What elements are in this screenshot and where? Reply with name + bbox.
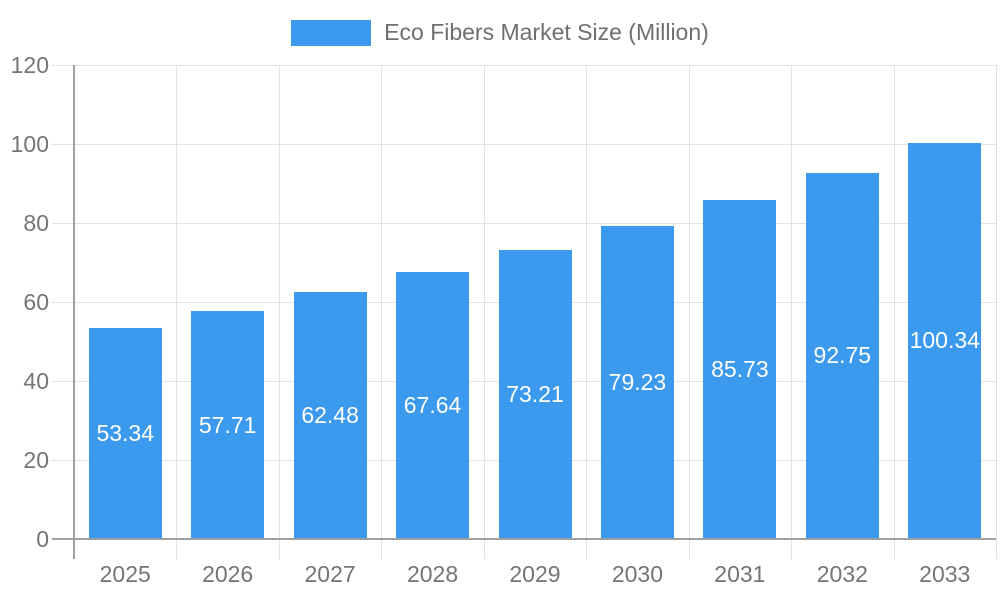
- bar[interactable]: 57.71: [191, 311, 265, 539]
- y-axis-tick-label: 80: [23, 210, 49, 236]
- bar-value-label: 57.71: [198, 411, 257, 438]
- bar-value-label: 79.23: [608, 369, 667, 395]
- bar[interactable]: 85.73: [703, 200, 777, 539]
- x-axis-tick-label: 2031: [714, 561, 766, 587]
- bar-value-label: 73.21: [506, 380, 564, 407]
- y-gridline: [52, 65, 996, 66]
- legend-swatch-icon: [291, 19, 372, 46]
- x-gridline: [381, 65, 383, 559]
- x-axis-tick-label: 2029: [509, 561, 561, 587]
- bar-value-label: 100.34: [909, 327, 980, 354]
- x-gridline: [176, 65, 178, 559]
- x-gridline: [483, 65, 485, 559]
- bar-value-label: 67.64: [403, 391, 462, 418]
- x-axis-line: [52, 538, 996, 540]
- x-gridline: [996, 65, 997, 559]
- x-gridline: [586, 65, 588, 559]
- x-gridline: [791, 65, 793, 559]
- y-axis-tick-label: 40: [23, 368, 49, 394]
- x-gridline: [278, 65, 280, 559]
- x-axis-tick-label: 2025: [99, 561, 151, 587]
- x-gridline: [893, 65, 895, 559]
- bar-value-label: 92.75: [813, 342, 872, 369]
- bar[interactable]: 53.34: [88, 328, 162, 539]
- x-axis-tick-label: 2032: [816, 561, 868, 587]
- y-axis-tick-label: 120: [10, 52, 49, 78]
- bar-value-label: 53.34: [96, 420, 154, 447]
- y-axis-line: [73, 65, 75, 559]
- bar[interactable]: 62.48: [293, 292, 367, 539]
- bar[interactable]: 100.34: [908, 142, 982, 539]
- bar[interactable]: 67.64: [396, 271, 470, 539]
- legend-label: Eco Fibers Market Size (Million): [384, 19, 709, 45]
- bar[interactable]: 73.21: [498, 249, 572, 539]
- bar[interactable]: 79.23: [600, 226, 674, 539]
- y-gridline: [52, 223, 996, 224]
- y-gridline: [52, 144, 996, 145]
- x-axis-tick-label: 2033: [919, 561, 971, 587]
- x-axis-tick-label: 2030: [611, 561, 664, 587]
- y-axis-tick-label: 20: [23, 447, 49, 473]
- bar-value-label: 85.73: [711, 356, 769, 383]
- legend-item[interactable]: Eco Fibers Market Size (Million): [291, 19, 709, 46]
- x-axis-tick-label: 2027: [304, 561, 356, 587]
- x-axis-tick-label: 2026: [202, 561, 254, 587]
- y-axis-tick-label: 0: [36, 526, 49, 552]
- y-axis-tick-label: 60: [23, 289, 49, 315]
- bar-value-label: 62.48: [301, 402, 359, 429]
- x-axis-tick-label: 2028: [406, 561, 459, 587]
- y-axis-tick-label: 100: [10, 131, 49, 157]
- bar[interactable]: 92.75: [805, 172, 879, 539]
- legend: Eco Fibers Market Size (Million): [0, 19, 1000, 46]
- x-gridline: [688, 65, 690, 559]
